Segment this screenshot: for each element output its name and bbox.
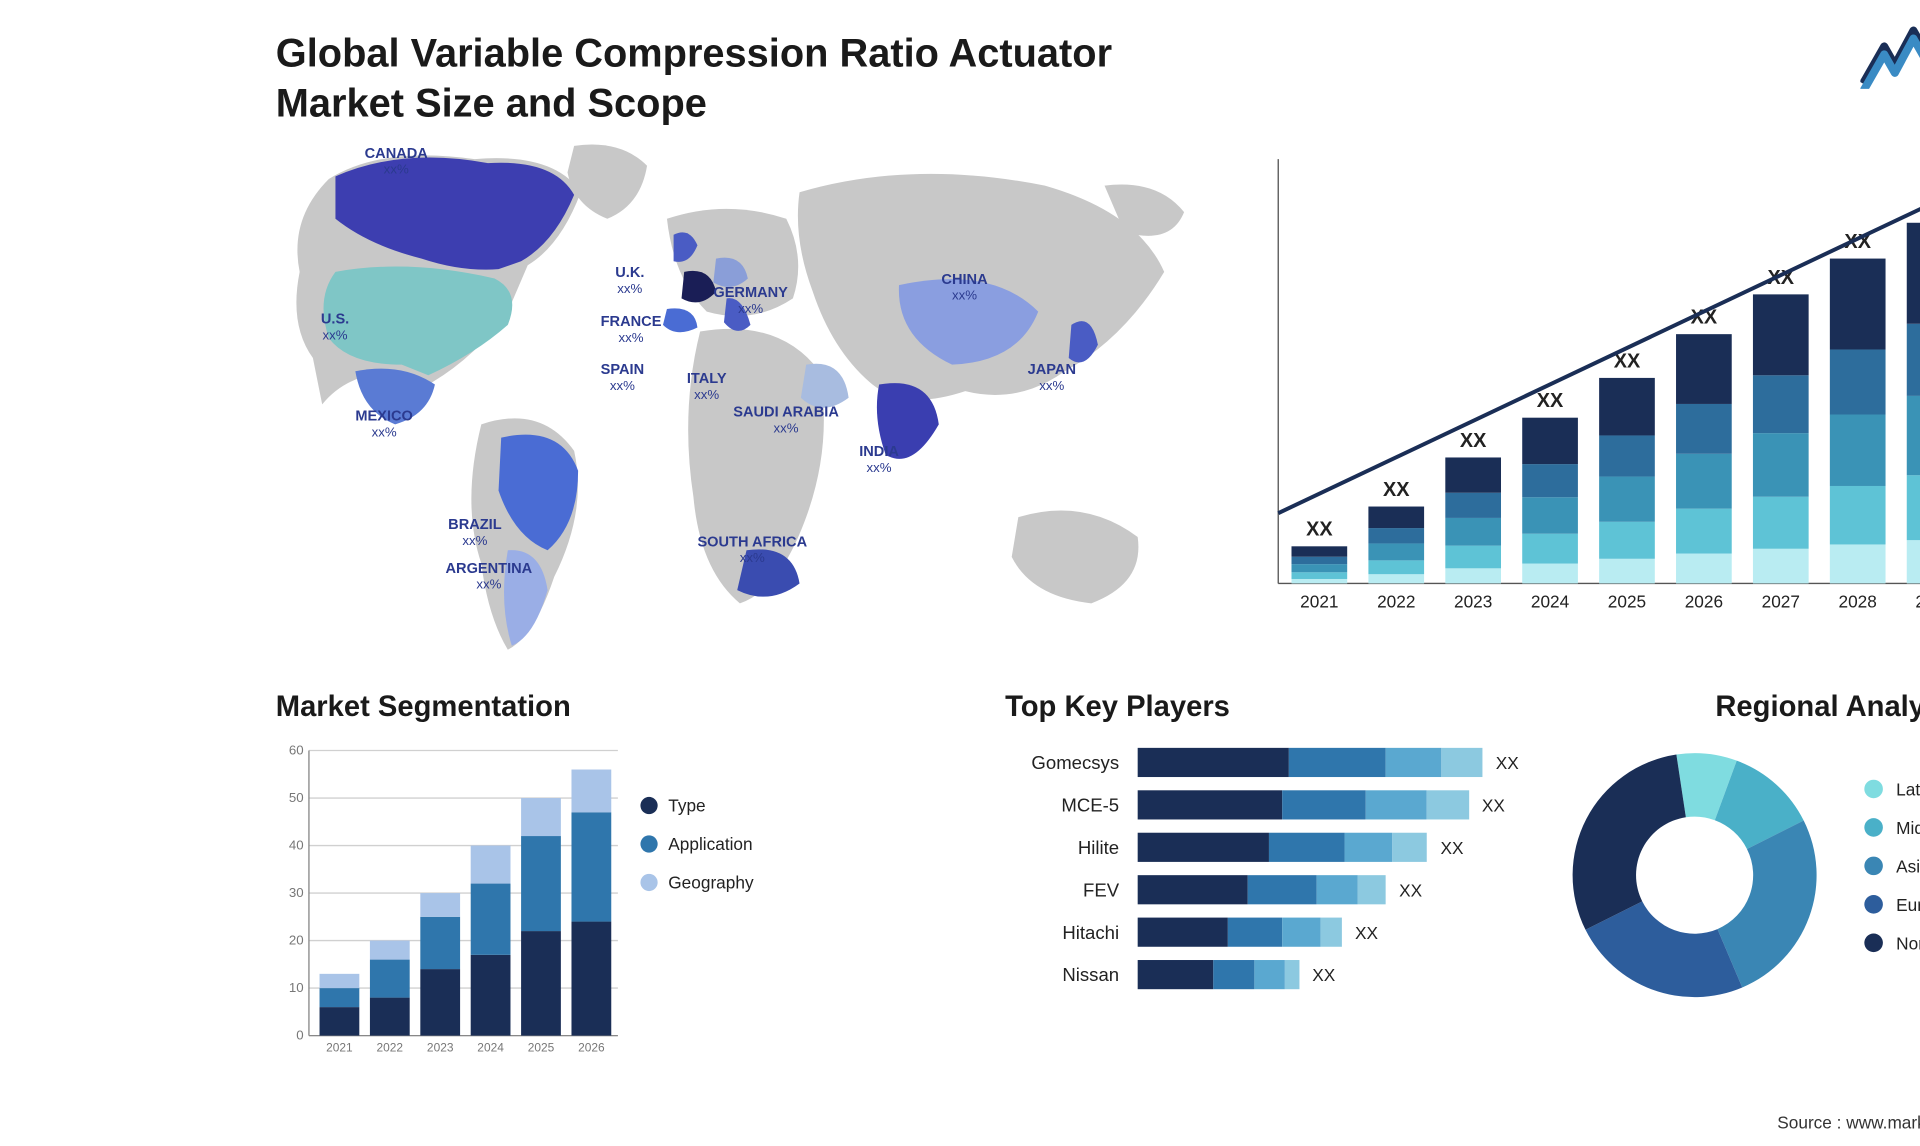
map-label-brazil: BRAZILxx% [448,517,501,549]
key-player-name: Hilite [1005,837,1138,858]
map-label-mexico: MEXICOxx% [355,408,413,440]
regional-legend-item: Europe [1864,894,1920,914]
map-label-germany: GERMANYxx% [713,285,788,317]
regional-legend-item: Middle East & Africa [1864,817,1920,837]
map-label-saudi-arabia: SAUDI ARABIAxx% [733,404,839,436]
segmentation-section: Market Segmentation 0 10 20 30 40 50 60 2021 202… [276,690,773,1063]
svg-text:30: 30 [289,885,304,900]
svg-text:2026: 2026 [578,1041,605,1055]
svg-text:20: 20 [289,933,304,948]
svg-text:XX: XX [1383,479,1410,501]
map-label-china: CHINAxx% [941,272,987,304]
map-label-italy: ITALYxx% [687,371,727,403]
key-players-section: Top Key Players Gomecsys XX MCE-5 XX Hilite X… [1005,690,1535,1003]
regional-section: Regional Analysis Latin America Middle Ea… [1562,690,1920,1008]
map-label-u.s.: U.S.xx% [321,312,349,344]
svg-text:XX: XX [1306,519,1333,541]
key-player-name: FEV [1005,879,1138,900]
regional-legend-item: North America [1864,933,1920,953]
key-player-value: XX [1399,880,1422,900]
source-attribution: Source : www.marketresearchintellect.com [1777,1113,1920,1133]
svg-text:2021: 2021 [326,1041,353,1055]
segmentation-legend-item: Geography [640,873,753,893]
svg-text:2027: 2027 [1762,591,1800,611]
map-label-u.k.: U.K.xx% [615,265,644,297]
segmentation-title: Market Segmentation [276,690,773,724]
key-player-value: XX [1355,922,1378,942]
key-player-row: MCE-5 XX [1005,790,1535,819]
key-player-row: Hilite XX [1005,833,1535,862]
logo-mark-icon [1860,20,1920,89]
map-label-france: FRANCExx% [601,314,662,346]
segmentation-legend-item: Application [640,834,753,854]
svg-text:0: 0 [296,1028,303,1043]
key-player-value: XX [1496,753,1519,773]
svg-text:2024: 2024 [1531,591,1570,611]
svg-text:2025: 2025 [1608,591,1646,611]
svg-text:2023: 2023 [427,1041,454,1055]
svg-text:50: 50 [289,790,304,805]
svg-text:XX: XX [1460,430,1487,452]
regional-title: Regional Analysis [1562,690,1920,724]
key-player-value: XX [1482,795,1505,815]
world-map: CANADAxx% U.S.xx% MEXICOxx% BRAZILxx% ARGENT… [276,139,1204,663]
key-player-row: Hitachi XX [1005,918,1535,947]
svg-text:XX: XX [1537,390,1564,412]
svg-text:2025: 2025 [528,1041,555,1055]
world-map-svg [276,139,1204,663]
svg-text:2021: 2021 [1300,591,1338,611]
regional-legend-item: Latin America [1864,779,1920,799]
brand-logo: MARKET RESEARCH INTELLECT [1860,20,1920,89]
key-player-value: XX [1441,837,1464,857]
key-player-name: Nissan [1005,964,1138,985]
svg-text:2028: 2028 [1839,591,1877,611]
svg-text:2029: 2029 [1915,591,1920,611]
svg-text:2022: 2022 [377,1041,404,1055]
svg-text:40: 40 [289,838,304,853]
infographic-page: Global Variable Compression Ratio Actuat… [236,0,1920,1146]
segmentation-legend: Type Application Geography [640,796,753,911]
main-market-chart: XX2021XX2022XX2023XX2024XX2025XX2026XX20… [1241,146,1920,623]
key-player-row: Gomecsys XX [1005,748,1535,777]
map-label-canada: CANADAxx% [365,146,428,178]
svg-text:60: 60 [289,742,304,757]
svg-text:10: 10 [289,980,304,995]
svg-text:2022: 2022 [1377,591,1415,611]
regional-donut-chart [1562,743,1827,1008]
map-label-south-africa: SOUTH AFRICAxx% [697,534,807,566]
map-label-argentina: ARGENTINAxx% [446,561,533,593]
key-player-value: XX [1312,965,1335,985]
key-player-name: MCE-5 [1005,794,1138,815]
segmentation-legend-item: Type [640,796,753,816]
map-label-india: INDIAxx% [859,444,899,476]
regional-legend: Latin America Middle East & Africa Asia Pa… [1864,779,1920,971]
key-player-name: Hitachi [1005,922,1138,943]
key-player-row: Nissan XX [1005,960,1535,989]
map-label-japan: JAPANxx% [1028,362,1076,394]
map-label-spain: SPAINxx% [601,362,645,394]
page-title: Global Variable Compression Ratio Actuat… [276,29,1231,128]
key-players-title: Top Key Players [1005,690,1535,724]
key-player-name: Gomecsys [1005,752,1138,773]
regional-legend-item: Asia Pacific [1864,856,1920,876]
svg-text:2026: 2026 [1685,591,1723,611]
svg-text:2023: 2023 [1454,591,1492,611]
svg-text:2024: 2024 [477,1041,504,1055]
key-player-row: FEV XX [1005,875,1535,904]
